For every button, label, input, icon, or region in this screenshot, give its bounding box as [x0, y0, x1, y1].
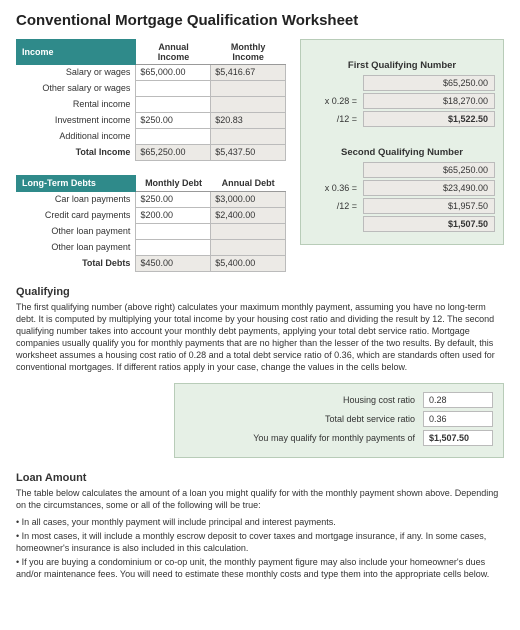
income-row-label: Other salary or wages: [17, 80, 136, 96]
ratio-label: Total debt service ratio: [185, 414, 423, 424]
debts-cell[interactable]: $250.00: [136, 191, 211, 207]
income-cell[interactable]: $65,000.00: [136, 64, 211, 80]
income-row-label: Rental income: [17, 96, 136, 112]
income-row-label: Additional income: [17, 128, 136, 144]
loan-bullets: • In all cases, your monthly payment wil…: [16, 516, 504, 581]
debts-cell[interactable]: [136, 223, 211, 239]
debt-service-ratio-cell[interactable]: 0.36: [423, 411, 493, 427]
income-cell[interactable]: [136, 96, 211, 112]
qual-value: $65,250.00: [363, 162, 495, 178]
income-section-label: Income: [17, 40, 136, 65]
debts-total-cell: $450.00: [136, 255, 211, 271]
ratio-label: Housing cost ratio: [185, 395, 423, 405]
ratio-label: You may qualify for monthly payments of: [185, 433, 423, 443]
qualifying-text: The first qualifying number (above right…: [16, 301, 504, 374]
second-qualifying-heading: Second Qualifying Number: [309, 147, 495, 158]
debts-section-label: Long-Term Debts: [17, 175, 136, 191]
income-cell[interactable]: [136, 80, 211, 96]
income-cell: [211, 96, 286, 112]
loan-bullet: • In most cases, it will include a month…: [16, 530, 504, 554]
qualifying-heading: Qualifying: [16, 286, 504, 298]
debts-row-label: Other loan payment: [17, 239, 136, 255]
debts-col2-header: Annual Debt: [211, 175, 286, 191]
qual-value: $1,522.50: [363, 111, 495, 127]
qual-op: x 0.36 =: [309, 183, 363, 193]
page-title: Conventional Mortgage Qualification Work…: [16, 12, 504, 29]
qual-result-value: $1,507.50: [363, 216, 495, 232]
income-cell: $20.83: [211, 112, 286, 128]
debts-cell: [211, 239, 286, 255]
qual-op: /12 =: [309, 201, 363, 211]
income-cell: $5,416.67: [211, 64, 286, 80]
income-total-cell: $5,437.50: [211, 144, 286, 160]
loan-amount-heading: Loan Amount: [16, 472, 504, 484]
income-col2-header: Monthly Income: [211, 40, 286, 65]
first-qualifying-heading: First Qualifying Number: [309, 60, 495, 71]
income-cell: [211, 80, 286, 96]
qual-op: x 0.28 =: [309, 96, 363, 106]
qual-value: $23,490.00: [363, 180, 495, 196]
income-total-cell: $65,250.00: [136, 144, 211, 160]
income-cell[interactable]: [136, 128, 211, 144]
debts-col1-header: Monthly Debt: [136, 175, 211, 191]
income-cell: [211, 128, 286, 144]
loan-bullet: • In all cases, your monthly payment wil…: [16, 516, 504, 528]
debts-cell: $2,400.00: [211, 207, 286, 223]
debts-cell[interactable]: $200.00: [136, 207, 211, 223]
income-row-label: Salary or wages: [17, 64, 136, 80]
income-col1-header: Annual Income: [136, 40, 211, 65]
monthly-payment-result-cell: $1,507.50: [423, 430, 493, 446]
income-table: Income Annual Income Monthly Income Sala…: [16, 39, 286, 161]
debts-cell: $3,000.00: [211, 191, 286, 207]
qual-value: $18,270.00: [363, 93, 495, 109]
income-cell[interactable]: $250.00: [136, 112, 211, 128]
ratios-panel: Housing cost ratio 0.28 Total debt servi…: [174, 383, 504, 458]
debts-cell[interactable]: [136, 239, 211, 255]
qual-value: $1,957.50: [363, 198, 495, 214]
qualifying-numbers-panel: First Qualifying Number $65,250.00 x 0.2…: [300, 39, 504, 245]
debts-total-cell: $5,400.00: [211, 255, 286, 271]
debts-row-label: Car loan payments: [17, 191, 136, 207]
debts-total-label: Total Debts: [17, 255, 136, 271]
income-total-label: Total Income: [17, 144, 136, 160]
income-row-label: Investment income: [17, 112, 136, 128]
debts-row-label: Other loan payment: [17, 223, 136, 239]
housing-cost-ratio-cell[interactable]: 0.28: [423, 392, 493, 408]
debts-row-label: Credit card payments: [17, 207, 136, 223]
debts-table: Long-Term Debts Monthly Debt Annual Debt…: [16, 175, 286, 272]
debts-cell: [211, 223, 286, 239]
qual-op: /12 =: [309, 114, 363, 124]
loan-intro-text: The table below calculates the amount of…: [16, 487, 504, 511]
qual-value: $65,250.00: [363, 75, 495, 91]
loan-bullet: • If you are buying a condominium or co-…: [16, 556, 504, 580]
